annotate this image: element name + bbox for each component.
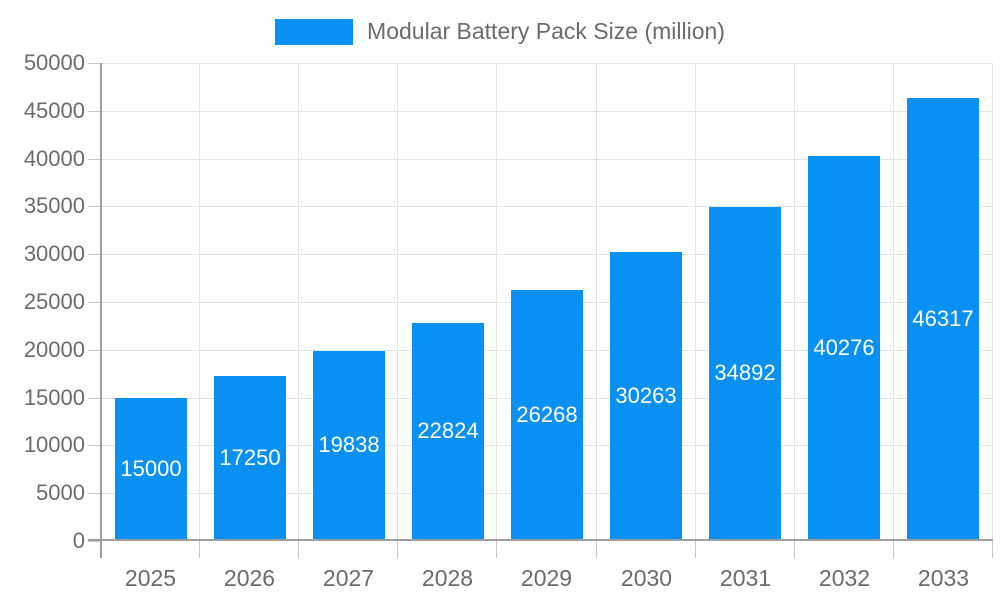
x-axis-label: 2025 [124, 565, 177, 591]
bar-2026[interactable]: 17250 [214, 376, 286, 539]
x-axis-label: 2033 [917, 565, 970, 591]
legend-label: Modular Battery Pack Size (million) [367, 18, 725, 44]
x-axis-tick [199, 541, 200, 558]
y-axis-tick [88, 493, 101, 494]
y-axis-label: 15000 [23, 385, 85, 410]
y-axis-label: 35000 [23, 193, 85, 218]
gridline-horizontal [101, 159, 993, 160]
x-axis-label: 2028 [421, 565, 474, 591]
gridline-vertical [695, 63, 696, 541]
plot-area: 0 5000 10000 15000 20000 25000 30000 35000 40000… [24, 50, 993, 591]
x-axis-tick [893, 541, 894, 558]
y-axis-line [100, 63, 102, 558]
bar-value-label: 40276 [813, 334, 875, 360]
y-axis-label: 0 [72, 528, 85, 553]
gridline-horizontal [101, 63, 993, 64]
y-axis-tick [88, 350, 101, 351]
x-axis-label: 2030 [620, 565, 673, 591]
x-axis-tick [695, 541, 696, 558]
gridline-horizontal [101, 254, 993, 255]
gridline-vertical [496, 63, 497, 541]
bar-value-label: 46317 [912, 305, 974, 331]
y-axis-tick [88, 206, 101, 207]
gridline-vertical [992, 63, 993, 541]
bar-value-label: 19838 [318, 432, 380, 457]
x-axis-label: 2026 [223, 565, 276, 591]
y-axis-label: 40000 [23, 146, 85, 171]
y-axis-tick [88, 302, 101, 303]
bar-value-label: 17250 [219, 444, 281, 470]
gridline-vertical [298, 63, 299, 541]
x-axis-tick [992, 541, 993, 558]
y-axis-tick [88, 63, 101, 64]
y-axis-tick [88, 445, 101, 446]
x-axis-label: 2029 [520, 565, 573, 591]
y-axis-label: 45000 [23, 98, 85, 123]
bar-2027[interactable]: 19838 [313, 351, 385, 539]
x-axis-tick [794, 541, 795, 558]
x-axis-label: 2031 [719, 565, 772, 591]
y-axis-label: 5000 [36, 480, 85, 505]
gridline-vertical [596, 63, 597, 541]
y-axis-tick [88, 541, 101, 542]
bar-value-label: 34892 [714, 360, 776, 385]
x-axis-tick [496, 541, 497, 558]
y-axis-label: 50000 [23, 50, 85, 75]
gridline-horizontal [101, 206, 993, 207]
y-axis-label: 30000 [23, 241, 85, 266]
bar-2032[interactable]: 40276 [808, 156, 880, 539]
y-axis-tick [88, 398, 101, 399]
y-axis-label: 25000 [23, 289, 85, 314]
y-axis-tick [88, 254, 101, 255]
y-axis-label: 20000 [23, 337, 85, 362]
x-axis-line [88, 539, 993, 541]
gridline-vertical [794, 63, 795, 541]
x-axis-label: 2027 [322, 565, 375, 591]
bar-2028[interactable]: 22824 [412, 323, 484, 539]
legend-swatch [275, 18, 354, 45]
y-axis-label: 10000 [23, 432, 85, 457]
bar-value-label: 30263 [615, 382, 677, 408]
bar-2030[interactable]: 30263 [610, 252, 682, 539]
x-axis-label: 2032 [818, 565, 871, 591]
legend[interactable]: Modular Battery Pack Size (million) [0, 18, 1000, 45]
y-axis-tick [88, 159, 101, 160]
x-axis-tick [596, 541, 597, 558]
gridline-vertical [893, 63, 894, 541]
gridline-vertical [199, 63, 200, 541]
bar-2031[interactable]: 34892 [709, 207, 781, 539]
bar-value-label: 15000 [120, 455, 182, 481]
bar-value-label: 26268 [516, 401, 578, 427]
x-axis-tick [397, 541, 398, 558]
y-axis-tick [88, 111, 101, 112]
bar-2025[interactable]: 15000 [115, 398, 187, 539]
bar-2029[interactable]: 26268 [511, 290, 583, 539]
gridline-horizontal [101, 111, 993, 112]
bar-value-label: 22824 [417, 418, 479, 443]
gridline-vertical [397, 63, 398, 541]
x-axis-tick [298, 541, 299, 558]
bar-2033[interactable]: 46317 [907, 98, 979, 539]
